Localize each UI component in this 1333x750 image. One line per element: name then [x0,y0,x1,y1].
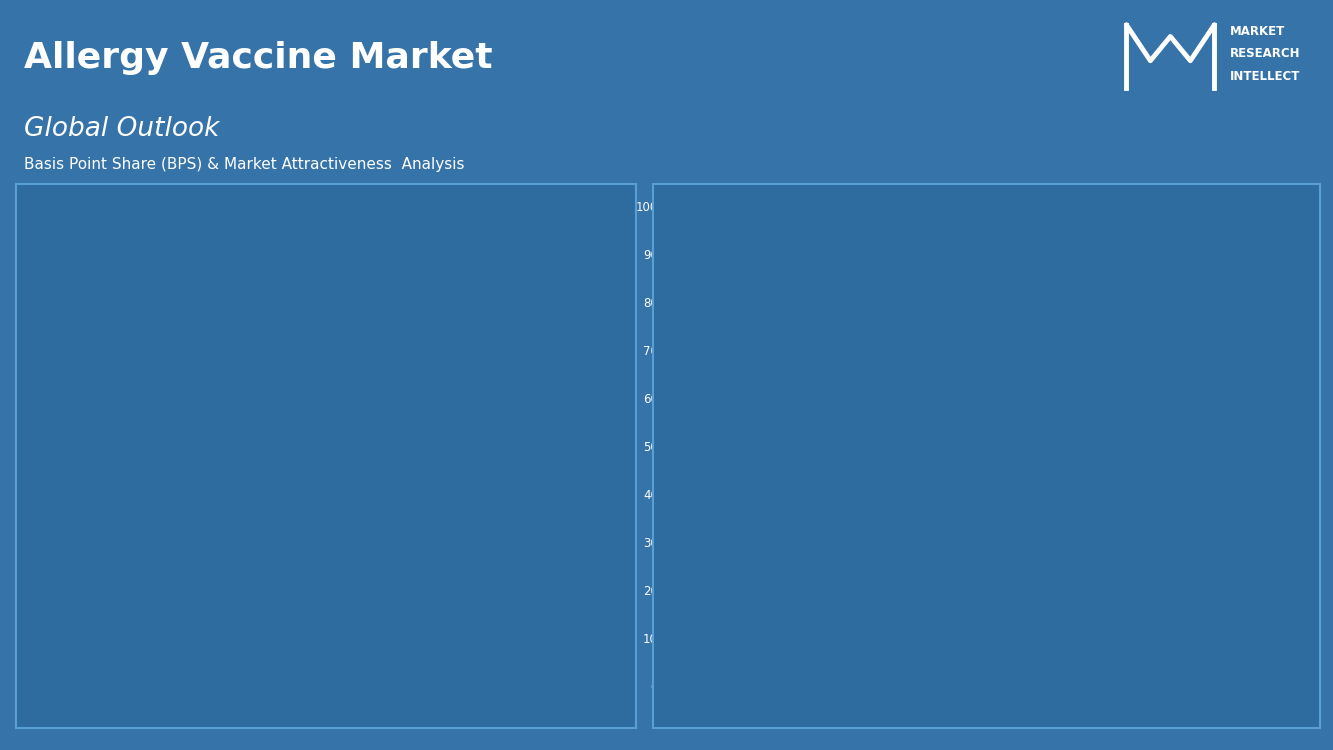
Polygon shape [797,206,808,230]
Bar [1093,243,1114,266]
Text: MARKET: MARKET [1230,25,1285,38]
Polygon shape [774,230,829,422]
Text: -XX%: -XX% [1132,626,1169,639]
Text: +XX%: +XX% [1128,530,1173,543]
Text: XX%: XX% [948,310,980,323]
Polygon shape [744,542,860,686]
Text: Global Outlook: Global Outlook [24,116,220,142]
Text: Basis Point Share (BPS) & Market Attractiveness  Analysis: Basis Point Share (BPS) & Market Attract… [24,158,464,172]
Bar [1093,292,1114,315]
Text: Fig. 05: Basis Point Share (BPS) Analysis, by Types, 2022 vs 2029: Fig. 05: Basis Point Share (BPS) Analysi… [673,197,1105,210]
Text: CAGR 2022-2029: CAGR 2022-2029 [32,396,47,515]
Text: Allergic Rhinitis, XX: Allergic Rhinitis, XX [1126,345,1248,358]
Text: XX%: XX% [770,608,802,621]
Polygon shape [1232,422,1289,470]
Polygon shape [698,196,1061,686]
Text: Type 3: Type 3 [199,277,255,292]
Ellipse shape [89,448,228,604]
Polygon shape [1232,512,1289,560]
Text: Sublingual Immunotherapy: Sublingual Immunotherapy [273,582,464,596]
Text: XX%: XX% [926,608,957,621]
Bar [1093,194,1114,218]
Text: Subcutaneous Immunotherapy: Subcutaneous Immunotherapy [56,582,272,596]
Text: XX%: XX% [793,310,825,323]
Ellipse shape [105,282,224,412]
Text: Allergic Asthma, XX: Allergic Asthma, XX [1126,296,1249,309]
Polygon shape [761,422,844,542]
Bar [1093,340,1114,364]
Text: Growth Potential: Growth Potential [280,700,396,714]
Text: INTELLECT: INTELLECT [1230,70,1301,82]
Text: Allergy Vaccine Market: Allergy Vaccine Market [24,41,493,75]
Polygon shape [916,422,998,542]
Polygon shape [798,178,805,206]
Ellipse shape [287,452,452,622]
Polygon shape [900,542,1016,686]
Text: Application 4, XX: Application 4, XX [1126,199,1233,211]
Ellipse shape [328,351,399,424]
Ellipse shape [236,396,515,668]
Text: Fig. 04: Market Attractiveness Analysis by Types, 2022-2029: Fig. 04: Market Attractiveness Analysis … [41,197,441,210]
Text: XX%: XX% [776,478,808,491]
Text: +XX%: +XX% [1128,440,1173,453]
Ellipse shape [79,238,276,434]
Polygon shape [1232,608,1289,656]
Polygon shape [952,206,962,230]
Text: Application 3, XX: Application 3, XX [1126,248,1233,260]
Text: XX%: XX% [930,478,962,491]
Text: RESEARCH: RESEARCH [1230,47,1301,60]
Polygon shape [930,230,985,422]
Text: Type 4: Type 4 [372,326,428,340]
Polygon shape [954,178,961,206]
